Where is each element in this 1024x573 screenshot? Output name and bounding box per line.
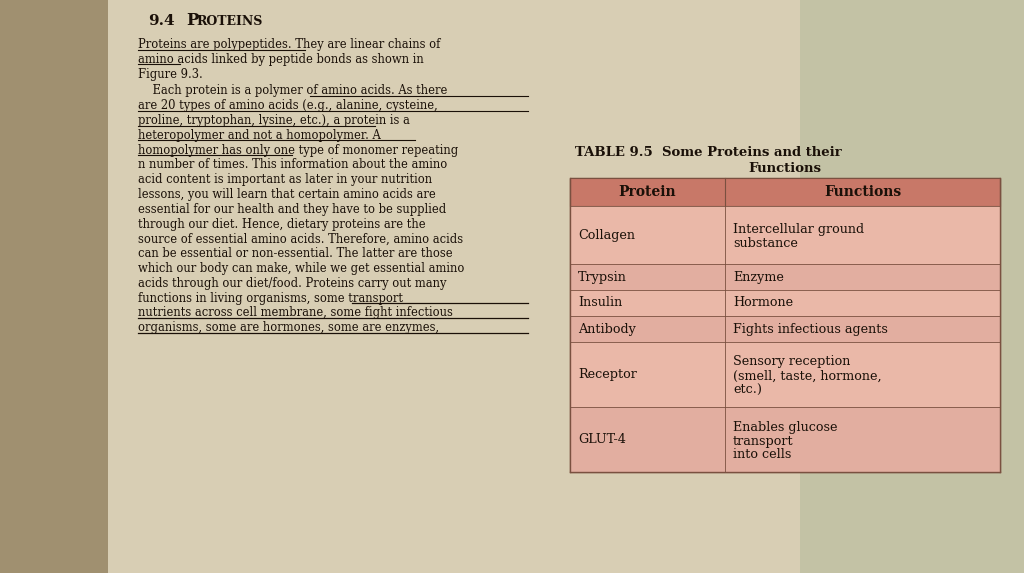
Text: Each protein is a polymer of amino acids. As there: Each protein is a polymer of amino acids…: [138, 84, 447, 97]
Text: homopolymer has only one type of monomer repeating: homopolymer has only one type of monomer…: [138, 144, 459, 156]
Text: transport: transport: [733, 434, 794, 448]
Text: P: P: [186, 12, 199, 29]
FancyBboxPatch shape: [570, 290, 1000, 316]
FancyBboxPatch shape: [570, 407, 1000, 472]
Text: (smell, taste, hormone,: (smell, taste, hormone,: [733, 370, 882, 383]
Text: etc.): etc.): [733, 383, 762, 397]
Text: Functions: Functions: [824, 185, 901, 199]
Text: ROTEINS: ROTEINS: [196, 15, 262, 28]
Text: GLUT-4: GLUT-4: [578, 433, 626, 446]
Text: Intercellular ground: Intercellular ground: [733, 223, 864, 236]
Text: Receptor: Receptor: [578, 368, 637, 381]
Text: Trypsin: Trypsin: [578, 270, 627, 284]
Text: TABLE 9.5  Some Proteins and their: TABLE 9.5 Some Proteins and their: [575, 146, 842, 159]
Text: Sensory reception: Sensory reception: [733, 355, 850, 368]
FancyBboxPatch shape: [570, 178, 1000, 206]
Text: into cells: into cells: [733, 449, 792, 461]
Text: are 20 types of amino acids (e.g., alanine, cysteine,: are 20 types of amino acids (e.g., alani…: [138, 99, 437, 112]
Text: Figure 9.3.: Figure 9.3.: [138, 68, 203, 81]
FancyBboxPatch shape: [570, 178, 1000, 472]
Text: Insulin: Insulin: [578, 296, 623, 309]
Text: which our body can make, while we get essential amino: which our body can make, while we get es…: [138, 262, 464, 275]
Text: Collagen: Collagen: [578, 229, 635, 241]
Text: can be essential or non-essential. The latter are those: can be essential or non-essential. The l…: [138, 247, 453, 260]
Text: amino acids linked by peptide bonds as shown in: amino acids linked by peptide bonds as s…: [138, 53, 424, 66]
FancyBboxPatch shape: [0, 0, 108, 573]
Text: Proteins are polypeptides. They are linear chains of: Proteins are polypeptides. They are line…: [138, 38, 440, 51]
Text: Functions: Functions: [749, 162, 821, 175]
Text: 9.4: 9.4: [148, 14, 175, 28]
Text: lessons, you will learn that certain amino acids are: lessons, you will learn that certain ami…: [138, 188, 436, 201]
Text: organisms, some are hormones, some are enzymes,: organisms, some are hormones, some are e…: [138, 321, 439, 334]
Text: acids through our diet/food. Proteins carry out many: acids through our diet/food. Proteins ca…: [138, 277, 446, 290]
Text: Protein: Protein: [618, 185, 676, 199]
FancyBboxPatch shape: [570, 342, 1000, 407]
Text: Hormone: Hormone: [733, 296, 794, 309]
Text: acid content is important as later in your nutrition: acid content is important as later in yo…: [138, 173, 432, 186]
FancyBboxPatch shape: [800, 0, 1024, 573]
Text: essential for our health and they have to be supplied: essential for our health and they have t…: [138, 203, 446, 216]
Text: n number of times. This information about the amino: n number of times. This information abou…: [138, 158, 447, 171]
Text: nutrients across cell membrane, some fight infectious: nutrients across cell membrane, some fig…: [138, 307, 453, 319]
FancyBboxPatch shape: [570, 264, 1000, 290]
Text: Enzyme: Enzyme: [733, 270, 784, 284]
Text: proline, tryptophan, lysine, etc.), a protein is a: proline, tryptophan, lysine, etc.), a pr…: [138, 114, 410, 127]
Text: Enables glucose: Enables glucose: [733, 421, 838, 434]
Text: functions in living organisms, some transport: functions in living organisms, some tran…: [138, 292, 403, 305]
FancyBboxPatch shape: [570, 316, 1000, 342]
FancyBboxPatch shape: [105, 0, 1024, 573]
Text: substance: substance: [733, 237, 798, 250]
Text: heteropolymer and not a homopolymer. A: heteropolymer and not a homopolymer. A: [138, 129, 381, 142]
Text: source of essential amino acids. Therefore, amino acids: source of essential amino acids. Therefo…: [138, 233, 463, 245]
Text: Antibody: Antibody: [578, 323, 636, 336]
Text: Fights infectious agents: Fights infectious agents: [733, 323, 888, 336]
FancyBboxPatch shape: [570, 206, 1000, 264]
Text: through our diet. Hence, dietary proteins are the: through our diet. Hence, dietary protein…: [138, 218, 426, 230]
